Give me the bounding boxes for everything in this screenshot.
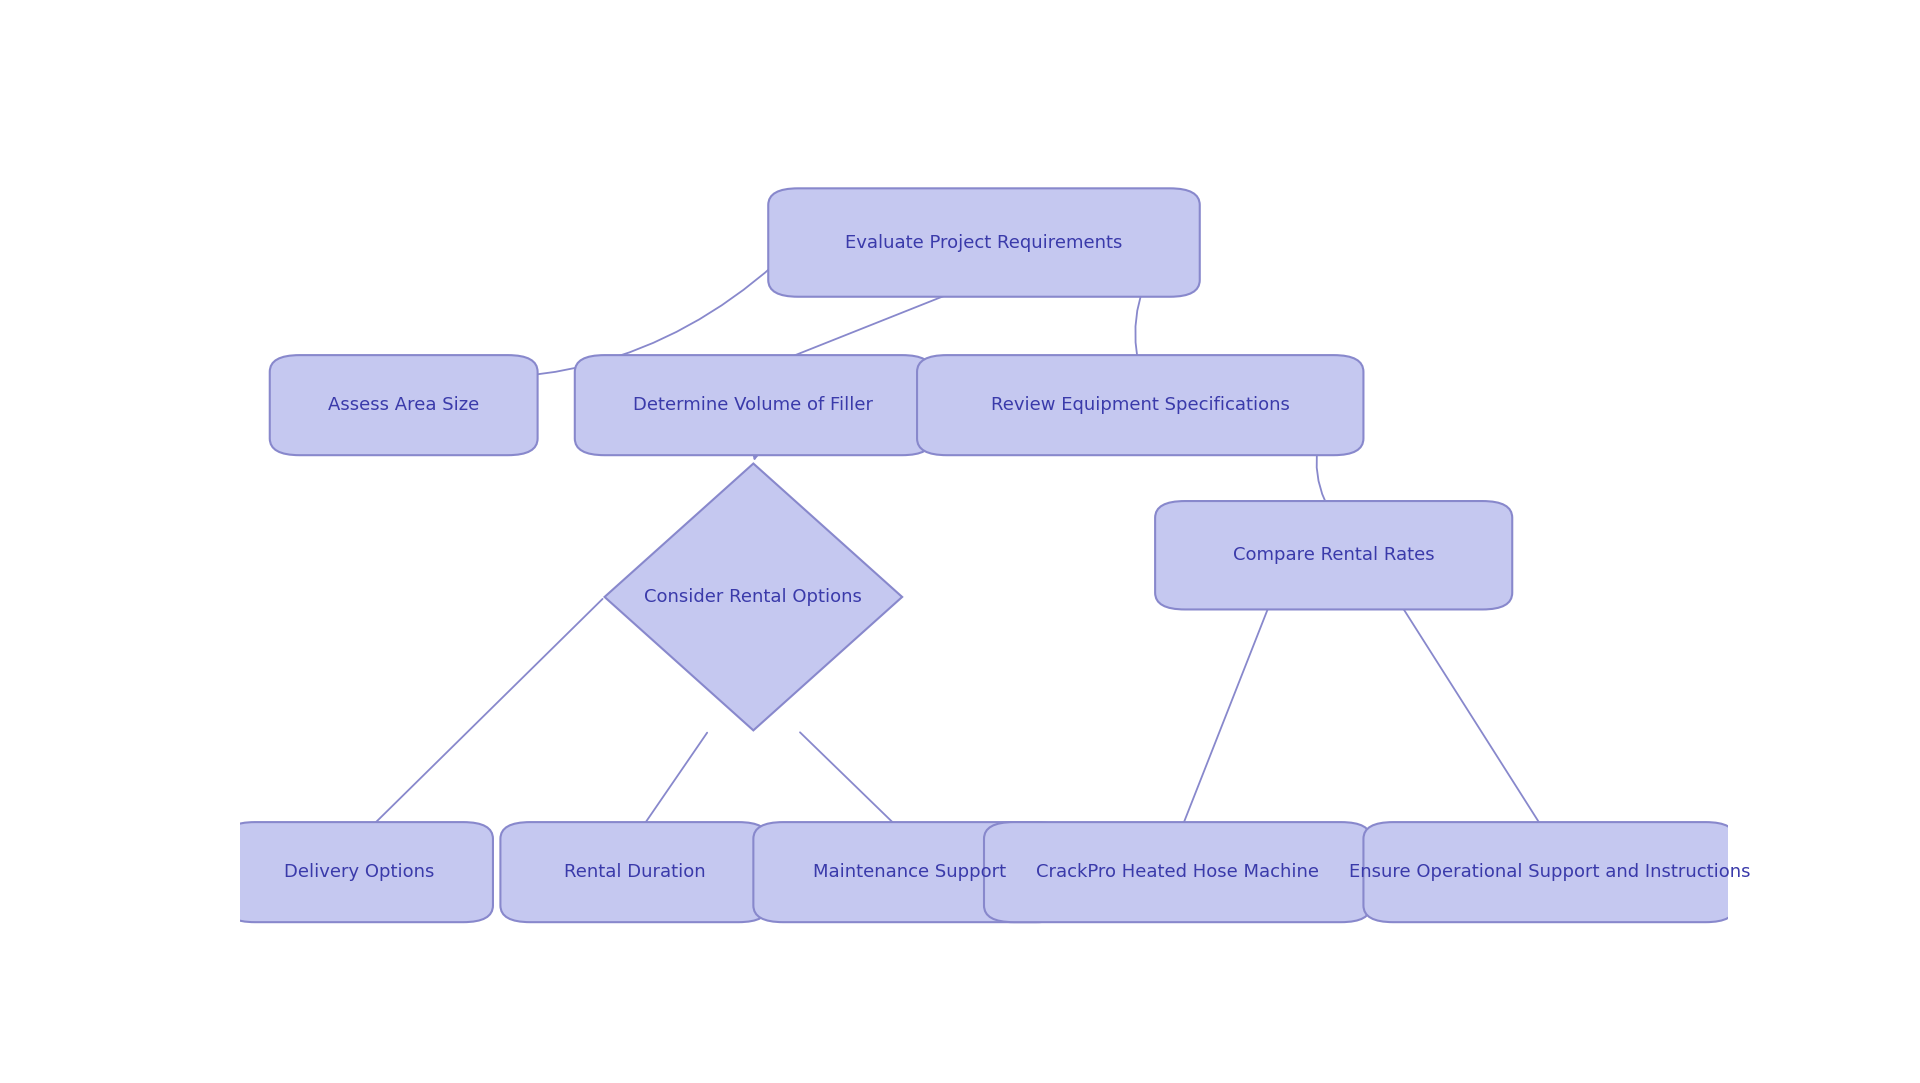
FancyBboxPatch shape (1156, 501, 1513, 610)
Text: Maintenance Support: Maintenance Support (812, 863, 1006, 882)
Text: Ensure Operational Support and Instructions: Ensure Operational Support and Instructi… (1348, 863, 1751, 882)
Text: Compare Rental Rates: Compare Rental Rates (1233, 546, 1434, 564)
Text: Assess Area Size: Assess Area Size (328, 396, 480, 414)
Text: Consider Rental Options: Consider Rental Options (645, 588, 862, 606)
Text: Rental Duration: Rental Duration (563, 863, 705, 882)
Text: Review Equipment Specifications: Review Equipment Specifications (991, 396, 1290, 414)
FancyBboxPatch shape (269, 355, 538, 455)
FancyBboxPatch shape (918, 355, 1363, 455)
FancyBboxPatch shape (225, 822, 493, 923)
FancyBboxPatch shape (574, 355, 931, 455)
Text: Evaluate Project Requirements: Evaluate Project Requirements (845, 234, 1123, 251)
FancyBboxPatch shape (1363, 822, 1736, 923)
FancyBboxPatch shape (768, 188, 1200, 297)
Text: Delivery Options: Delivery Options (284, 863, 434, 882)
Text: CrackPro Heated Hose Machine: CrackPro Heated Hose Machine (1037, 863, 1319, 882)
Text: Determine Volume of Filler: Determine Volume of Filler (634, 396, 874, 414)
FancyBboxPatch shape (501, 822, 768, 923)
Polygon shape (605, 464, 902, 730)
FancyBboxPatch shape (983, 822, 1371, 923)
FancyBboxPatch shape (753, 822, 1066, 923)
